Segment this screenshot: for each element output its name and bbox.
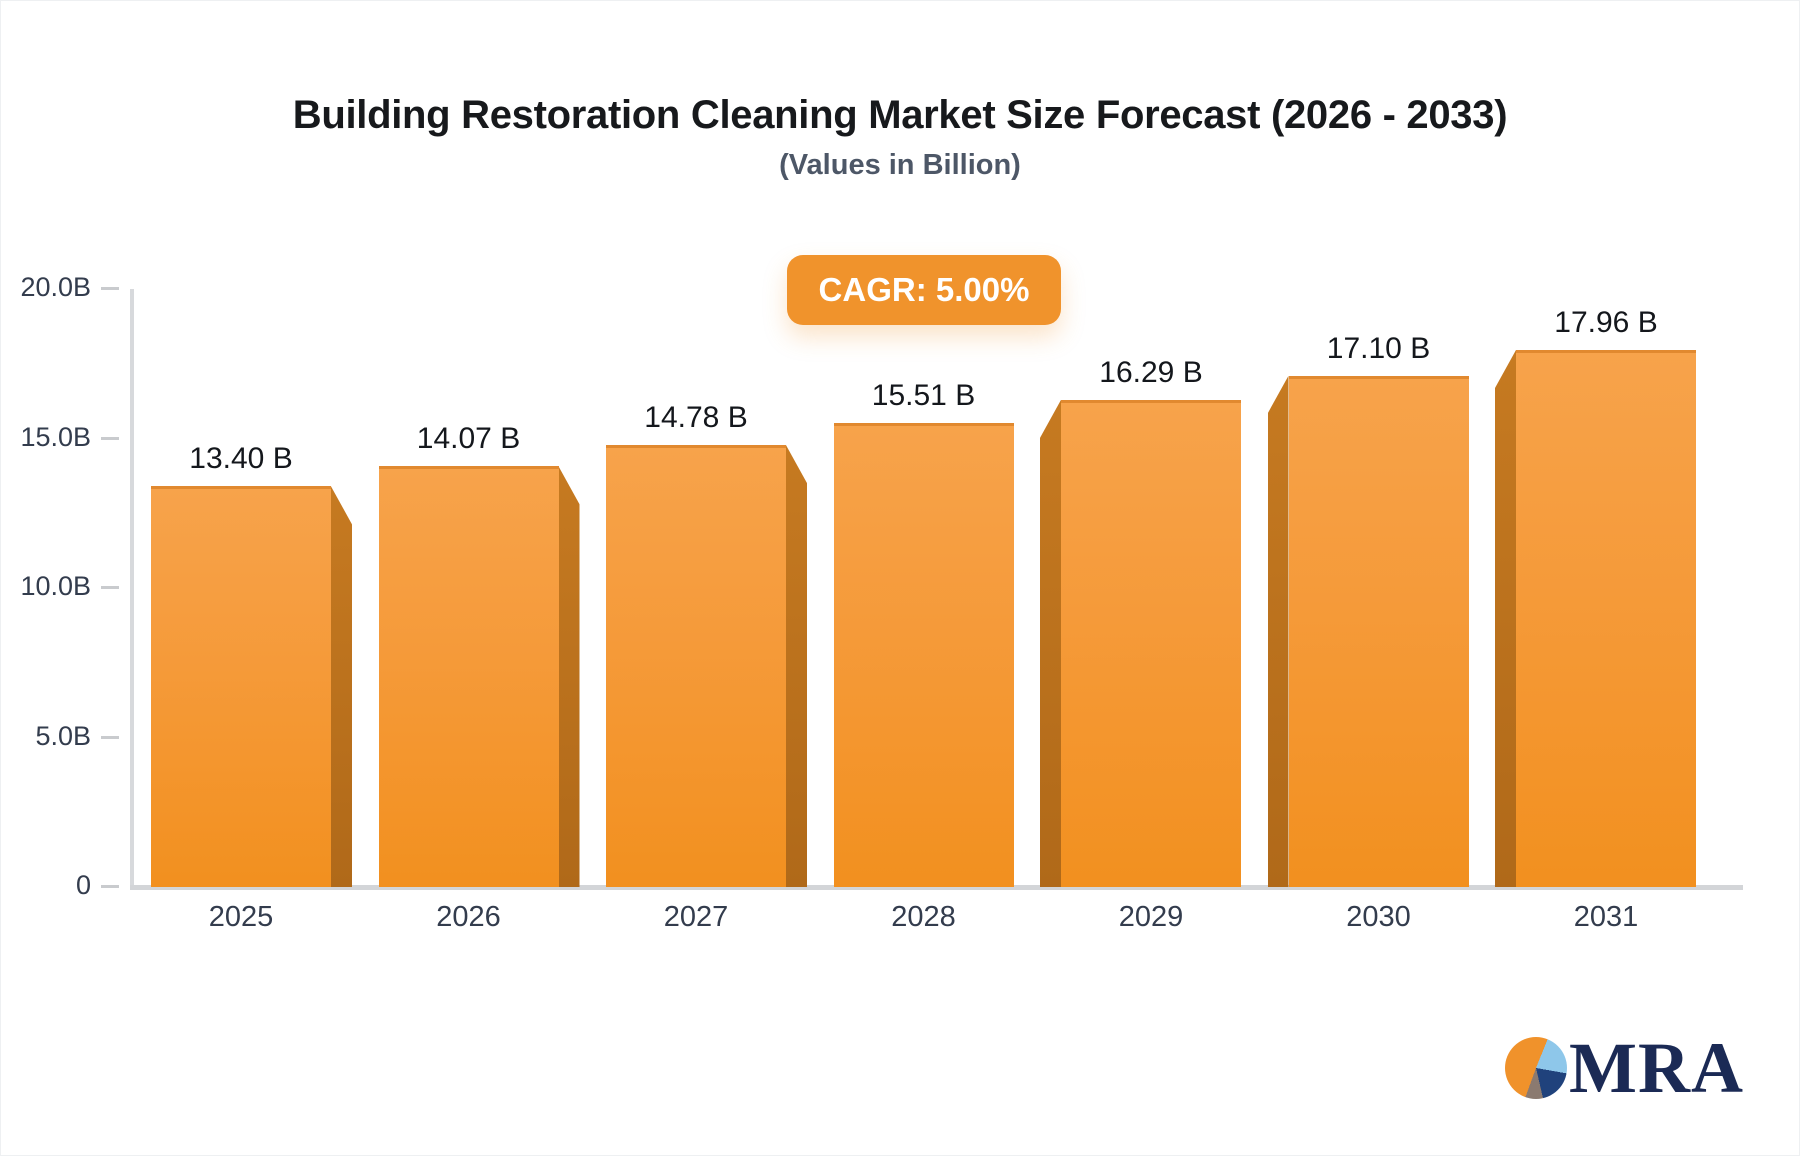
y-tick-mark [101, 586, 119, 589]
y-axis-line [130, 289, 134, 887]
bar [833, 423, 1014, 887]
x-tick-label: 2029 [1118, 901, 1184, 933]
chart-subtitle: (Values in Billion) [779, 149, 1021, 181]
cagr-badge: CAGR: 5.00% [787, 255, 1061, 325]
y-tick-mark [101, 735, 119, 739]
y-tick-label: 15.0B [20, 421, 91, 452]
y-tick-mark [101, 436, 119, 440]
bar-side-face [331, 486, 352, 887]
bar [1288, 375, 1469, 887]
bar [1061, 399, 1241, 887]
x-tick-label: 2026 [436, 901, 501, 933]
bar [1516, 349, 1696, 887]
bar-value-label: 15.51 B [871, 379, 976, 413]
bar-side-face [1495, 349, 1516, 887]
bar-side-face [558, 466, 580, 887]
bar-value-label: 13.40 B [189, 442, 293, 476]
bar [606, 445, 786, 887]
y-tick-label: 20.0B [20, 272, 91, 302]
bar-side-face [786, 445, 807, 887]
x-tick-label: 2025 [208, 901, 274, 933]
bar-value-label: 16.29 B [1099, 355, 1203, 389]
bar [378, 466, 559, 887]
bar-value-label: 17.96 B [1554, 305, 1658, 339]
bar-value-label: 17.10 B [1326, 331, 1431, 365]
y-tick-label: 5.0B [35, 720, 91, 751]
bar-value-label: 14.07 B [416, 422, 521, 456]
x-tick-label: 2028 [891, 901, 956, 933]
bar-side-face [1040, 399, 1061, 887]
y-tick-label: 0 [75, 870, 91, 900]
mra-logo: MRA [1505, 1028, 1744, 1108]
chart-title: Building Restoration Cleaning Market Siz… [292, 93, 1508, 137]
bar-value-label: 14.78 B [644, 401, 748, 435]
y-tick-mark [101, 885, 119, 888]
x-axis-line [130, 885, 1743, 890]
x-tick-label: 2030 [1346, 901, 1411, 933]
bar-side-face [1267, 375, 1289, 887]
pie-chart-logo-icon [1505, 1037, 1567, 1099]
x-tick-label: 2027 [663, 901, 729, 933]
bar [151, 486, 331, 887]
logo-text: MRA [1569, 1028, 1744, 1108]
y-tick-label: 10.0B [20, 571, 91, 601]
x-tick-label: 2031 [1573, 901, 1639, 933]
y-tick-mark [101, 287, 119, 290]
